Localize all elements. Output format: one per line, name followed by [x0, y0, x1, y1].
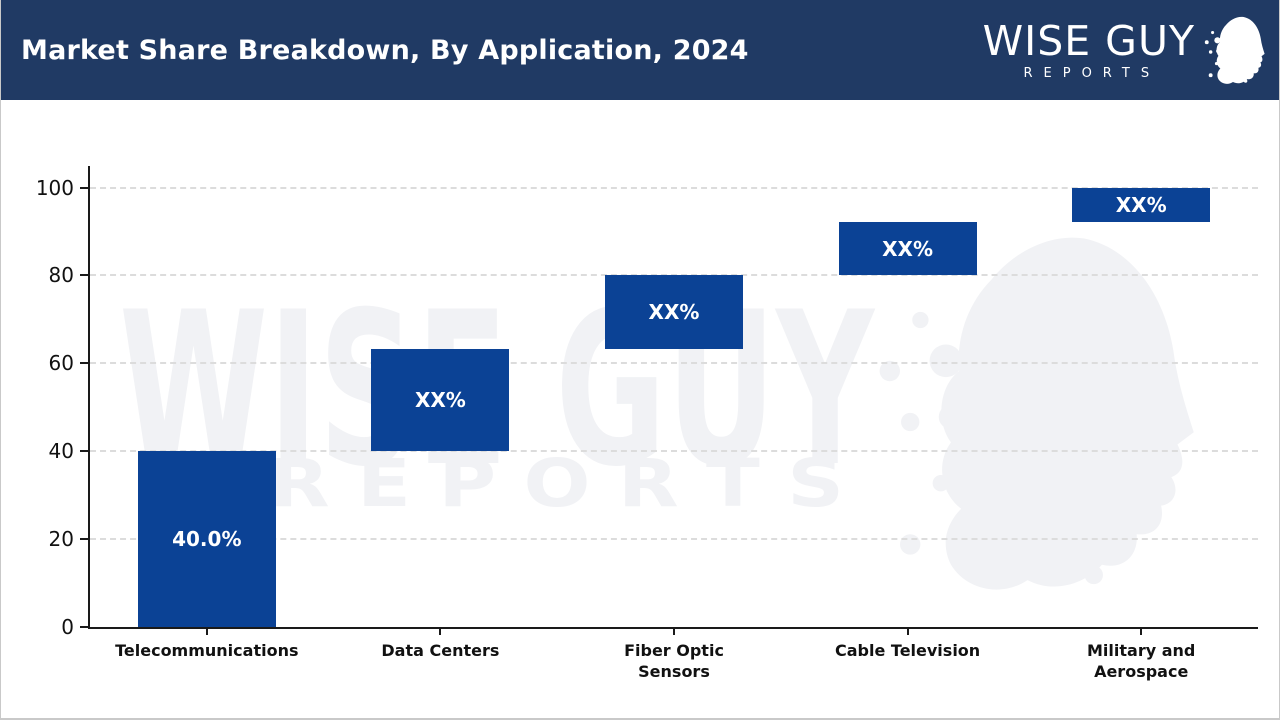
logo-subtitle: REPORTS — [1023, 65, 1161, 81]
gridline-40 — [90, 450, 1258, 453]
plot: 0 20 40 60 80 100 40.0% Telecommunications XX% Da… — [1, 100, 1279, 718]
y-tick-label-60: 60 — [48, 351, 74, 376]
gridline-60 — [90, 362, 1258, 365]
wise-guy-logo: WISE GUY REPORTS — [983, 8, 1265, 92]
header: Market Share Breakdown, By Application, … — [1, 0, 1279, 100]
chart-area: WISE GUY R E P O R T S 0 20 40 60 80 100 40.0%… — [1, 100, 1279, 718]
y-tick-label-40: 40 — [48, 439, 74, 464]
category-label: Military and Aerospace — [1087, 641, 1196, 681]
y-tick-label-80: 80 — [48, 263, 74, 288]
category-label: Telecommunications — [115, 641, 299, 660]
bar-segment: XX% — [838, 221, 977, 276]
bar-value-label: XX% — [414, 387, 466, 412]
gridline-20 — [90, 538, 1258, 541]
category-label: Data Centers — [381, 641, 500, 660]
bar-value-label: 40.0% — [172, 527, 242, 552]
x-tick — [673, 627, 675, 635]
y-tick-label-100: 100 — [35, 175, 74, 200]
y-tick-label-0: 0 — [61, 615, 74, 639]
category-label: Fiber Optic Sensors — [624, 641, 724, 681]
bar-segment: 40.0% — [137, 451, 276, 627]
x-tick — [439, 627, 442, 635]
y-tick-40 — [80, 450, 88, 453]
bar-value-label: XX% — [648, 300, 700, 325]
logo-face-icon — [1204, 16, 1265, 84]
bar-value-label: XX% — [1115, 192, 1167, 217]
x-tick — [906, 627, 909, 635]
y-axis-spine — [88, 165, 90, 629]
logo-wordmark: WISE GUY — [982, 16, 1195, 65]
x-tick — [205, 627, 208, 635]
x-tick — [1140, 627, 1143, 635]
y-tick-60 — [80, 362, 88, 365]
y-tick-100 — [80, 186, 88, 189]
y-tick-80 — [80, 274, 88, 277]
page-title: Market Share Breakdown, By Application, … — [21, 34, 749, 66]
y-tick-20 — [80, 538, 88, 541]
bar-segment: XX% — [371, 348, 510, 452]
bar-value-label: XX% — [882, 236, 934, 261]
category-label: Cable Television — [835, 641, 981, 660]
gridline-100 — [90, 186, 1258, 189]
logo-text: WISE GUY REPORTS — [982, 16, 1195, 81]
y-tick-0 — [80, 626, 88, 628]
bar-segment: XX% — [605, 275, 743, 349]
bar-segment: XX% — [1072, 187, 1211, 222]
y-tick-label-20: 20 — [48, 527, 74, 552]
